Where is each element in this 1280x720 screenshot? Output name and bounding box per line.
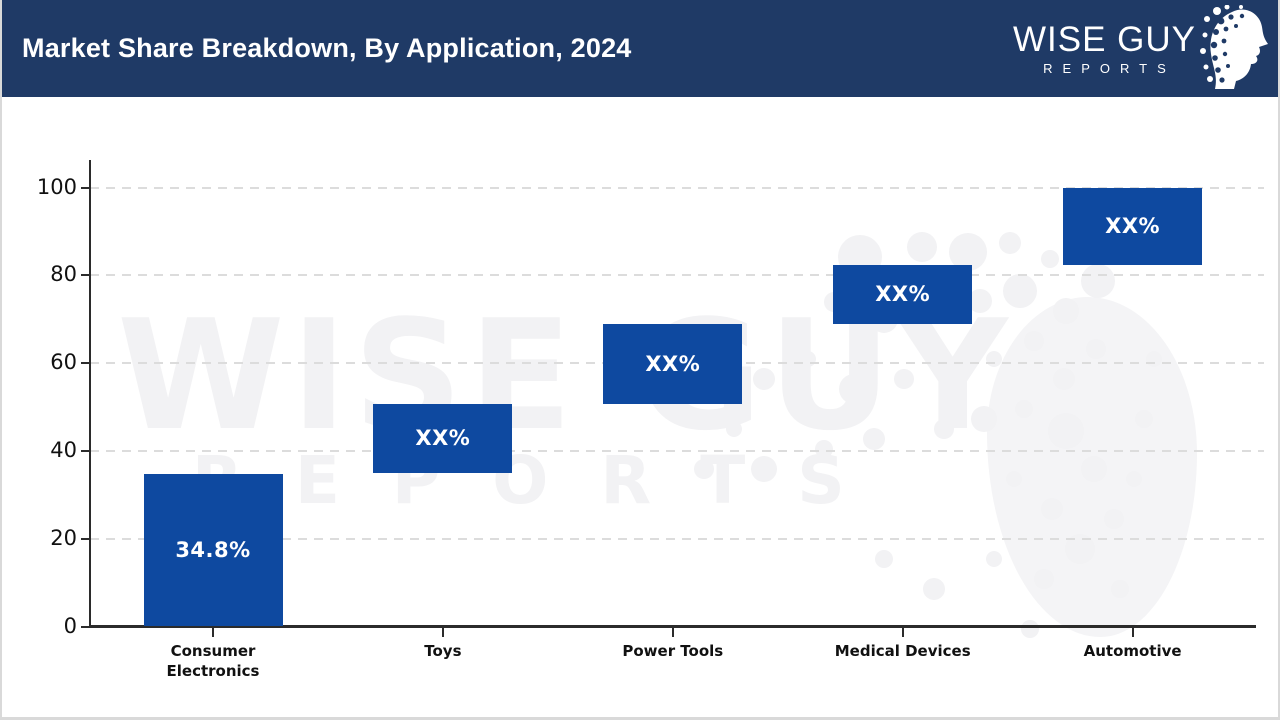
watermark-dot (1003, 274, 1037, 308)
bar-value-label: XX% (645, 351, 701, 376)
wise-guy-logo: WISE GUY REPORTS (1013, 4, 1278, 93)
bar-power-tools: XX% (603, 323, 743, 404)
y-tick-label-0: 0 (63, 613, 77, 638)
logo-subtitle: REPORTS (1043, 61, 1176, 76)
y-tick-mark-40 (81, 449, 90, 452)
x-tick-mark-2 (671, 628, 674, 637)
watermark-dot (751, 456, 777, 482)
watermark-dot (923, 578, 945, 600)
watermark-dot (986, 551, 1002, 567)
watermark-dot (934, 419, 954, 439)
gridline-40 (90, 449, 1264, 452)
watermark-dot (1024, 331, 1044, 351)
watermark-dot (694, 459, 714, 479)
watermark-dot (863, 428, 885, 450)
y-axis-line (89, 160, 91, 628)
x-tick-mark-0 (212, 628, 214, 637)
bar-medical-devices: XX% (833, 265, 973, 324)
watermark-dot (1006, 471, 1022, 487)
y-tick-mark-20 (81, 537, 90, 540)
chart-title: Market Share Breakdown, By Application, … (22, 33, 632, 63)
x-category-label: Consumer Electronics (166, 641, 260, 680)
x-category-label: Automotive (1083, 641, 1182, 660)
watermark-dot (971, 406, 997, 432)
x-tick-mark-4 (1131, 628, 1134, 637)
watermark-dot (1126, 471, 1142, 487)
logo-text: WISE GUY REPORTS (1013, 22, 1196, 75)
watermark-dot (949, 233, 987, 271)
x-tick-mark-1 (441, 628, 444, 637)
bar-automotive: XX% (1063, 187, 1203, 266)
watermark-dot (1053, 298, 1079, 324)
watermark-dot (1015, 400, 1033, 418)
wise-guy-head-icon (1200, 4, 1272, 93)
y-tick-mark-100 (81, 186, 90, 189)
y-tick-mark-0 (81, 625, 90, 628)
gridline-20 (90, 537, 1264, 540)
y-tick-mark-80 (81, 274, 90, 277)
logo-wordmark: WISE GUY (1012, 20, 1196, 59)
watermark-dot (726, 421, 742, 437)
gridline-80 (90, 274, 1264, 277)
watermark-dot (1021, 620, 1039, 638)
header-background (2, 0, 1278, 97)
x-axis-line (89, 625, 1256, 628)
x-category-label: Power Tools (622, 641, 724, 660)
watermark-dot (875, 550, 893, 568)
watermark-dot (894, 369, 914, 389)
watermark-dot (1034, 569, 1054, 589)
watermark-dot (1053, 368, 1075, 390)
y-tick-label-40: 40 (50, 437, 77, 462)
bar-toys: XX% (373, 403, 513, 473)
watermark-dot (999, 232, 1021, 254)
bar-value-label: XX% (1105, 214, 1161, 239)
watermark-dot (1086, 339, 1106, 359)
chart-area: WISE GUY REPORTS 0 20 40 60 80 100 34.8% XX% XX… (2, 97, 1278, 717)
watermark-dot (1081, 456, 1107, 482)
gridline-100 (90, 186, 1264, 189)
y-tick-label-80: 80 (50, 262, 77, 287)
watermark-dot (753, 368, 775, 390)
watermark-dot (839, 374, 869, 404)
bar-value-label: 34.8% (175, 538, 251, 563)
watermark-dot (907, 232, 937, 262)
watermark-dot (1081, 264, 1115, 298)
watermark-dot (815, 440, 833, 458)
watermark-dot (986, 351, 1002, 367)
watermark-dot (1135, 410, 1153, 428)
watermark-dot (1104, 509, 1124, 529)
watermark-dot (1041, 498, 1063, 520)
y-tick-label-100: 100 (36, 174, 77, 199)
watermark-dot (800, 351, 816, 367)
x-tick-mark-3 (901, 628, 904, 637)
watermark-dot (1111, 580, 1129, 598)
watermark-dot (1146, 351, 1162, 367)
bar-value-label: XX% (875, 282, 931, 307)
header-bar: Market Share Breakdown, By Application, … (2, 0, 1278, 97)
bar-consumer-electronics: 34.8% (143, 473, 283, 627)
watermark-subtitle: REPORTS (192, 442, 897, 519)
watermark-dot (1048, 413, 1084, 449)
x-category-label: Toys (424, 641, 462, 660)
bar-value-label: XX% (415, 426, 471, 451)
y-tick-label-60: 60 (50, 350, 77, 375)
y-tick-mark-60 (81, 362, 90, 365)
x-category-label: Medical Devices (834, 641, 971, 660)
y-tick-label-20: 20 (50, 525, 77, 550)
watermark-dot (1041, 250, 1059, 268)
